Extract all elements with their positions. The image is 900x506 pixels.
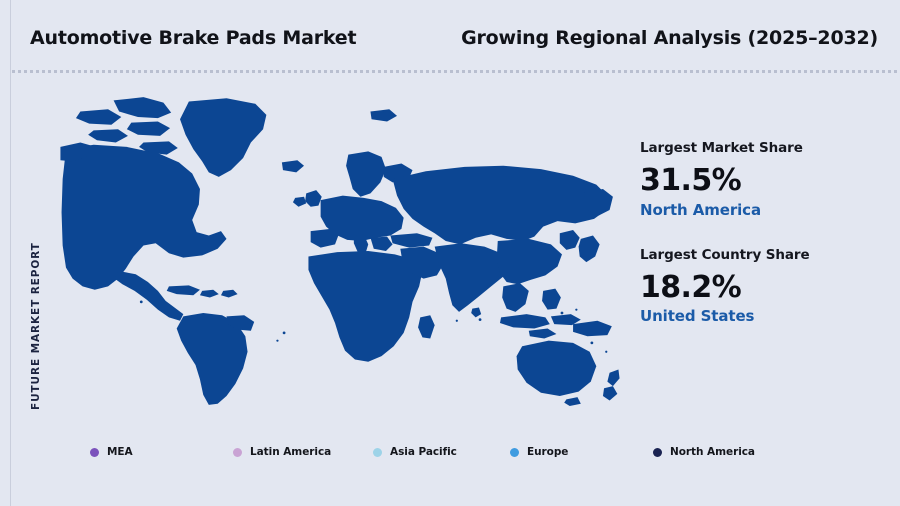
stat-value: 31.5% <box>640 163 742 198</box>
left-divider <box>10 0 11 506</box>
legend-item-europe: Europe <box>510 446 568 458</box>
stat-label: Largest Market Share <box>640 140 803 156</box>
stat-value: 18.2% <box>640 269 742 305</box>
legend-label: Asia Pacific <box>390 446 457 458</box>
legend-dot-icon <box>373 447 382 457</box>
legend-dot-icon <box>233 447 242 457</box>
legend-label: Europe <box>527 446 569 458</box>
stat-label: Largest Country Share <box>640 246 810 263</box>
legend-item-asia-pacific: Asia Pacific <box>373 446 457 458</box>
page-title: Automotive Brake Pads Market <box>30 27 357 49</box>
header-dotted-separator <box>12 70 900 73</box>
stat-largest-country-share: Largest Country Share 18.2% United State… <box>640 247 890 326</box>
legend-dot-icon <box>653 447 662 457</box>
world-map <box>60 96 620 406</box>
page-subtitle: Growing Regional Analysis (2025–2032) <box>461 27 878 49</box>
stats-panel: Largest Market Share 31.5% North America… <box>640 140 890 325</box>
legend-label: MEA <box>107 446 133 458</box>
header: Automotive Brake Pads Market Growing Reg… <box>0 0 900 73</box>
world-map-svg <box>60 97 620 406</box>
stat-region: United States <box>640 307 755 325</box>
legend-label: Latin America <box>250 446 332 458</box>
map-legend: MEA Latin America Asia Pacific Europe No… <box>78 446 880 468</box>
legend-dot-icon <box>90 447 99 457</box>
stat-region: North America <box>640 200 761 219</box>
legend-label: North America <box>670 446 755 458</box>
watermark-label: FUTURE MARKET REPORT <box>30 242 42 410</box>
legend-dot-icon <box>510 447 519 457</box>
legend-item-latin-america: Latin America <box>233 446 331 458</box>
legend-item-north-america: North America <box>653 446 755 458</box>
map-landmasses <box>60 97 620 406</box>
legend-item-mea: MEA <box>90 446 133 458</box>
stat-largest-market-share: Largest Market Share 31.5% North America <box>640 140 890 219</box>
